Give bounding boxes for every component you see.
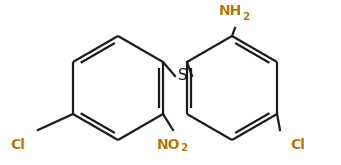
Text: Cl: Cl (291, 138, 306, 152)
Text: S: S (178, 68, 188, 83)
Text: Cl: Cl (11, 138, 26, 152)
Text: NH: NH (218, 4, 242, 18)
Text: NO: NO (156, 138, 180, 152)
Text: 2: 2 (242, 12, 250, 22)
Text: 2: 2 (180, 143, 188, 153)
